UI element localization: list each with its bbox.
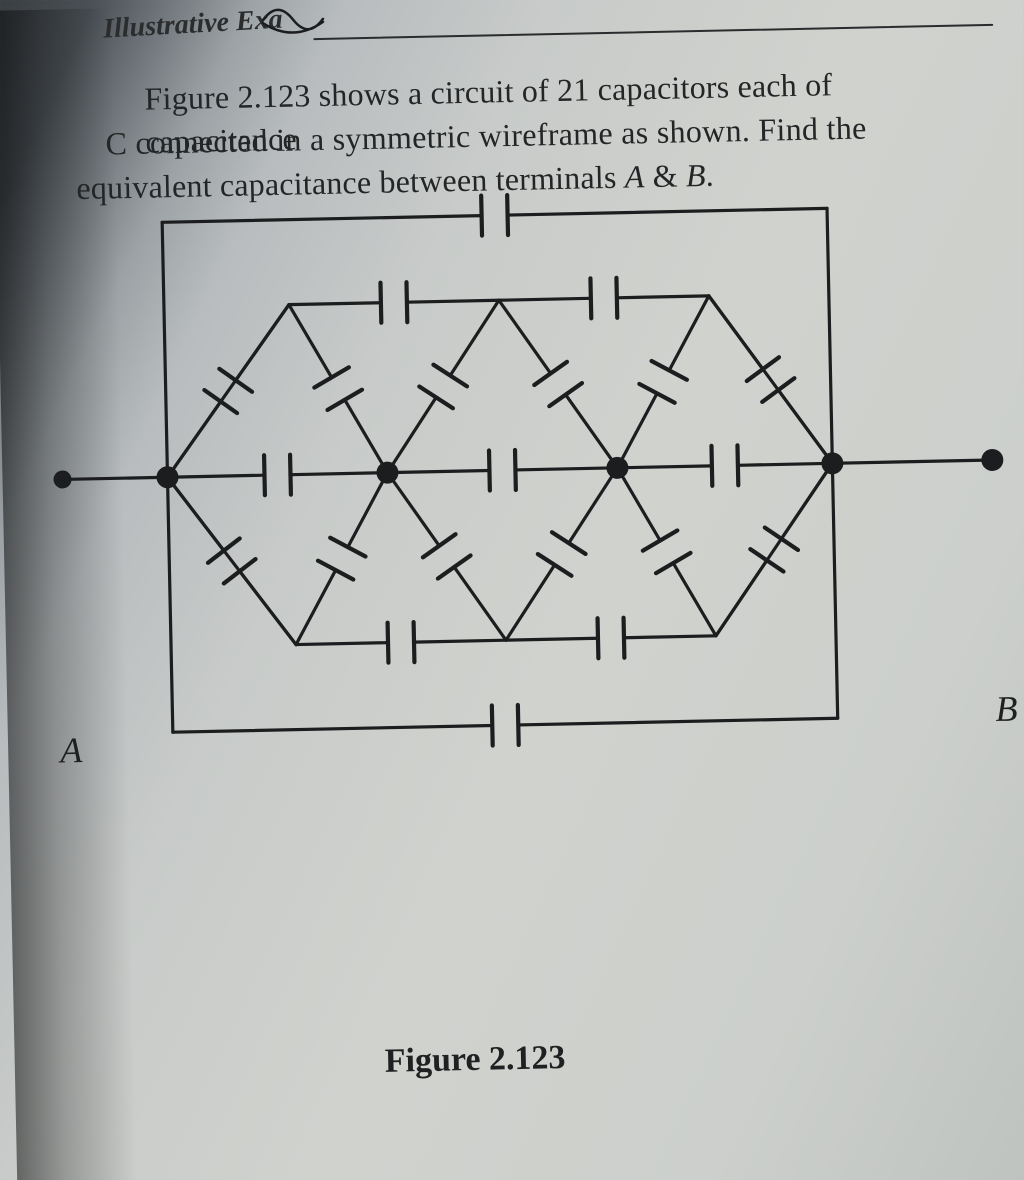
circuit-diagram xyxy=(0,0,1024,1180)
label-a: A xyxy=(60,729,83,771)
page: Illustrative Exa Figure 2.123 shows a ci… xyxy=(0,0,1024,1180)
label-b: B xyxy=(995,687,1018,729)
figure-caption: Figure 2.123 xyxy=(384,1039,565,1081)
